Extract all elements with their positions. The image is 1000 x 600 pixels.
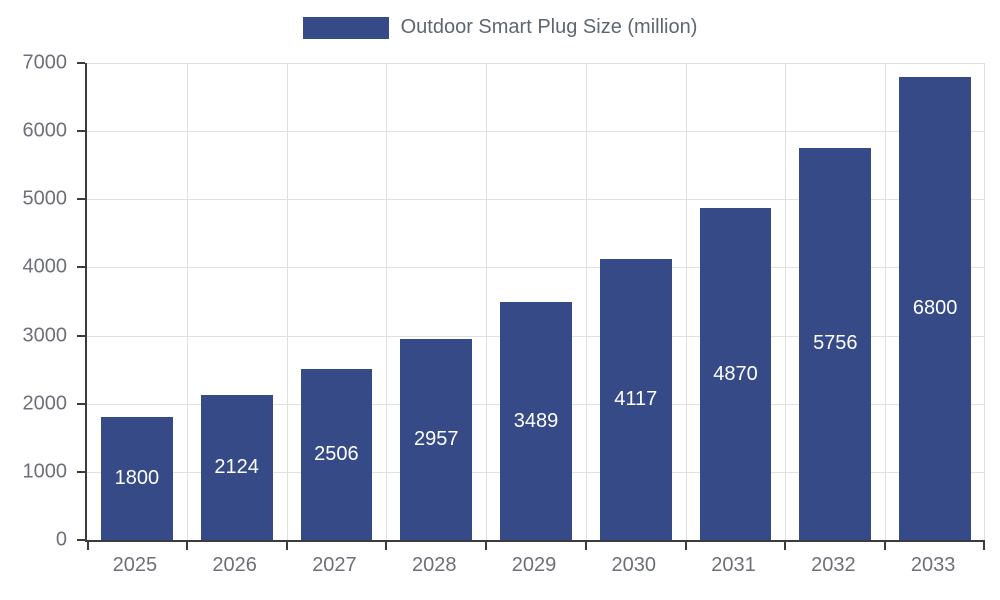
y-tick-label: 2000 <box>22 392 68 415</box>
gridline-vertical <box>685 63 687 540</box>
x-tick-mark <box>485 542 488 550</box>
x-tick-mark <box>884 542 887 550</box>
y-tick-mark <box>77 198 85 201</box>
y-tick-mark <box>77 62 85 64</box>
bar: 1800 <box>100 417 173 540</box>
gridline-vertical <box>585 63 587 540</box>
x-axis-label: 2029 <box>511 554 557 576</box>
gridline-vertical <box>486 63 488 540</box>
bar: 4117 <box>599 259 672 540</box>
gridline-vertical <box>186 63 188 540</box>
y-tick-label: 7000 <box>22 51 68 74</box>
y-tick-label: 3000 <box>22 324 68 347</box>
x-tick-mark <box>87 542 89 550</box>
gridline-horizontal <box>87 199 985 201</box>
bar: 2957 <box>400 338 473 540</box>
x-tick-mark <box>285 542 288 550</box>
gridline-horizontal <box>87 63 985 64</box>
gridline-vertical <box>286 63 288 540</box>
x-tick-mark <box>185 542 188 550</box>
x-axis-labels: 2025 2026 2027 2028 2029 2030 2031 2032 2033 <box>85 554 983 584</box>
x-tick-mark <box>684 542 687 550</box>
bar-value-label: 3489 <box>513 409 559 432</box>
bar-value-label: 4117 <box>614 388 658 411</box>
bar-value-label: 6800 <box>912 296 958 319</box>
y-tick-label: 6000 <box>22 119 68 142</box>
y-tick-label: 5000 <box>22 187 68 210</box>
x-axis-label: 2031 <box>711 554 756 576</box>
bar-value-label: 4870 <box>713 362 758 385</box>
x-axis-label: 2025 <box>112 554 158 576</box>
bar: 6800 <box>899 76 972 540</box>
gridline-vertical <box>386 63 388 540</box>
gridline-vertical <box>885 63 887 540</box>
bar: 2506 <box>300 369 373 540</box>
x-tick-mark <box>385 542 388 550</box>
gridline-horizontal <box>87 131 985 133</box>
x-axis-label: 2032 <box>811 554 856 576</box>
x-axis-label: 2026 <box>212 554 257 576</box>
y-tick-mark <box>77 470 85 473</box>
y-tick-mark <box>77 266 85 269</box>
x-tick-mark <box>983 542 985 550</box>
y-tick-mark <box>77 334 85 337</box>
x-tick-mark <box>784 542 787 550</box>
x-axis-label: 2027 <box>312 554 357 576</box>
legend-label: Outdoor Smart Plug Size (million) <box>400 16 698 38</box>
bar: 3489 <box>500 302 572 540</box>
gridline-horizontal <box>87 267 985 269</box>
bar-value-label: 1800 <box>114 467 160 490</box>
legend-swatch-icon <box>302 16 389 39</box>
x-tick-mark <box>584 542 587 550</box>
bar-value-label: 2506 <box>314 443 359 466</box>
x-axis-label: 2033 <box>910 554 956 576</box>
y-tick-label: 4000 <box>22 255 68 278</box>
y-tick-label: 0 <box>55 528 67 551</box>
x-axis-label: 2028 <box>411 554 457 576</box>
y-tick-mark <box>77 130 85 133</box>
y-tick-mark <box>77 539 85 541</box>
bar-value-label: 2124 <box>214 456 259 479</box>
x-axis-label: 2030 <box>611 554 657 576</box>
gridline-vertical <box>984 63 985 540</box>
bar: 4870 <box>699 208 772 540</box>
legend[interactable]: Outdoor Smart Plug Size (million) <box>0 16 1000 39</box>
plot-area: 1800 2124 2506 2957 3489 4117 4870 5756 6800 <box>77 62 985 550</box>
y-axis-labels: 0 1000 2000 3000 4000 5000 6000 7000 <box>0 52 85 551</box>
bar: 5756 <box>799 147 872 540</box>
bar-value-label: 5756 <box>813 332 858 355</box>
y-tick-mark <box>77 402 85 405</box>
gridline-vertical <box>785 63 787 540</box>
bar-value-label: 2957 <box>413 427 459 450</box>
y-tick-label: 1000 <box>22 460 68 483</box>
bar: 2124 <box>200 395 273 540</box>
